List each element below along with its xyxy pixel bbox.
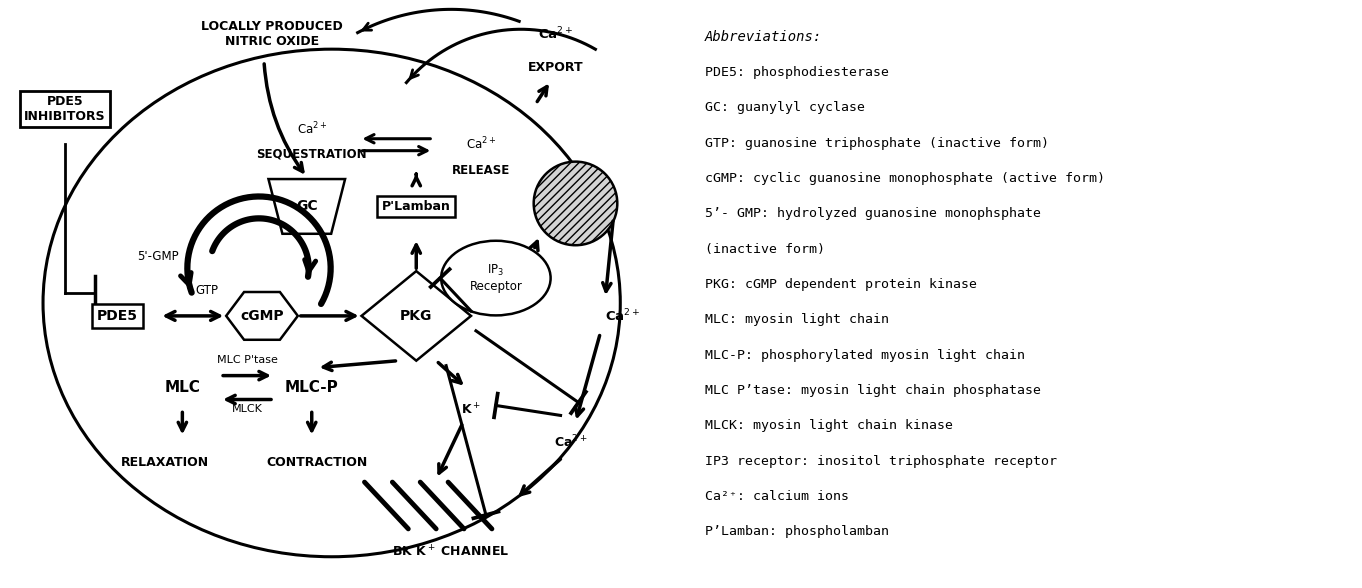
Text: MLCK: myosin light chain kinase: MLCK: myosin light chain kinase xyxy=(706,419,953,432)
Text: MLCK: MLCK xyxy=(232,405,263,415)
Text: PKG: cGMP dependent protein kinase: PKG: cGMP dependent protein kinase xyxy=(706,278,977,291)
Polygon shape xyxy=(268,179,345,234)
Text: Ca$^{2+}$: Ca$^{2+}$ xyxy=(538,26,573,42)
Text: RELEASE: RELEASE xyxy=(452,164,511,177)
Text: 5’- GMP: hydrolyzed guanosine monophsphate: 5’- GMP: hydrolyzed guanosine monophspha… xyxy=(706,208,1041,220)
Text: PDE5: phosphodiesterase: PDE5: phosphodiesterase xyxy=(706,66,889,79)
Text: Ca$^{2+}$: Ca$^{2+}$ xyxy=(554,434,587,450)
Text: CONTRACTION: CONTRACTION xyxy=(266,456,368,469)
Text: GC: GC xyxy=(296,199,317,213)
Text: LOCALLY PRODUCED
NITRIC OXIDE: LOCALLY PRODUCED NITRIC OXIDE xyxy=(202,20,343,48)
Text: IP$_3$
Receptor: IP$_3$ Receptor xyxy=(470,263,522,293)
Text: MLC: myosin light chain: MLC: myosin light chain xyxy=(706,313,889,326)
Text: MLC P'tase: MLC P'tase xyxy=(217,355,278,365)
Polygon shape xyxy=(226,292,298,340)
Text: GTP: guanosine triphosphate (inactive form): GTP: guanosine triphosphate (inactive fo… xyxy=(706,137,1049,150)
Text: P'Lamban: P'Lamban xyxy=(381,200,451,213)
Text: PKG: PKG xyxy=(400,309,433,323)
Text: PDE5: PDE5 xyxy=(97,309,138,323)
Text: 5'-GMP: 5'-GMP xyxy=(136,250,178,263)
Text: Ca$^{2+}$: Ca$^{2+}$ xyxy=(466,135,496,152)
Text: GTP: GTP xyxy=(196,283,219,296)
Text: RELAXATION: RELAXATION xyxy=(120,456,208,469)
Text: IP3 receptor: inositol triphosphate receptor: IP3 receptor: inositol triphosphate rece… xyxy=(706,455,1057,467)
Text: SEQUESTRATION: SEQUESTRATION xyxy=(256,147,368,160)
Text: MLC-P: MLC-P xyxy=(285,380,339,395)
Text: MLC: MLC xyxy=(165,380,200,395)
Text: EXPORT: EXPORT xyxy=(528,61,583,74)
Text: P’Lamban: phospholamban: P’Lamban: phospholamban xyxy=(706,525,889,539)
Text: GC: guanylyl cyclase: GC: guanylyl cyclase xyxy=(706,101,865,115)
Text: BK K$^+$ CHANNEL: BK K$^+$ CHANNEL xyxy=(392,544,509,559)
Text: Ca²⁺: calcium ions: Ca²⁺: calcium ions xyxy=(706,490,849,503)
Text: Abbreviations:: Abbreviations: xyxy=(706,30,823,44)
Text: MLC P’tase: myosin light chain phosphatase: MLC P’tase: myosin light chain phosphata… xyxy=(706,384,1041,397)
Text: Ca$^{2+}$: Ca$^{2+}$ xyxy=(605,308,640,324)
Text: Ca$^{2+}$: Ca$^{2+}$ xyxy=(297,121,327,137)
Text: cGMP: cGMP xyxy=(240,309,283,323)
Text: cGMP: cyclic guanosine monophosphate (active form): cGMP: cyclic guanosine monophosphate (ac… xyxy=(706,172,1105,185)
Ellipse shape xyxy=(441,240,550,315)
Text: MLC-P: phosphorylated myosin light chain: MLC-P: phosphorylated myosin light chain xyxy=(706,349,1024,362)
Polygon shape xyxy=(361,271,471,360)
Circle shape xyxy=(534,162,617,245)
Text: (inactive form): (inactive form) xyxy=(706,243,825,256)
Text: PDE5
INHIBITORS: PDE5 INHIBITORS xyxy=(25,95,106,123)
Text: K$^+$: K$^+$ xyxy=(462,402,481,417)
